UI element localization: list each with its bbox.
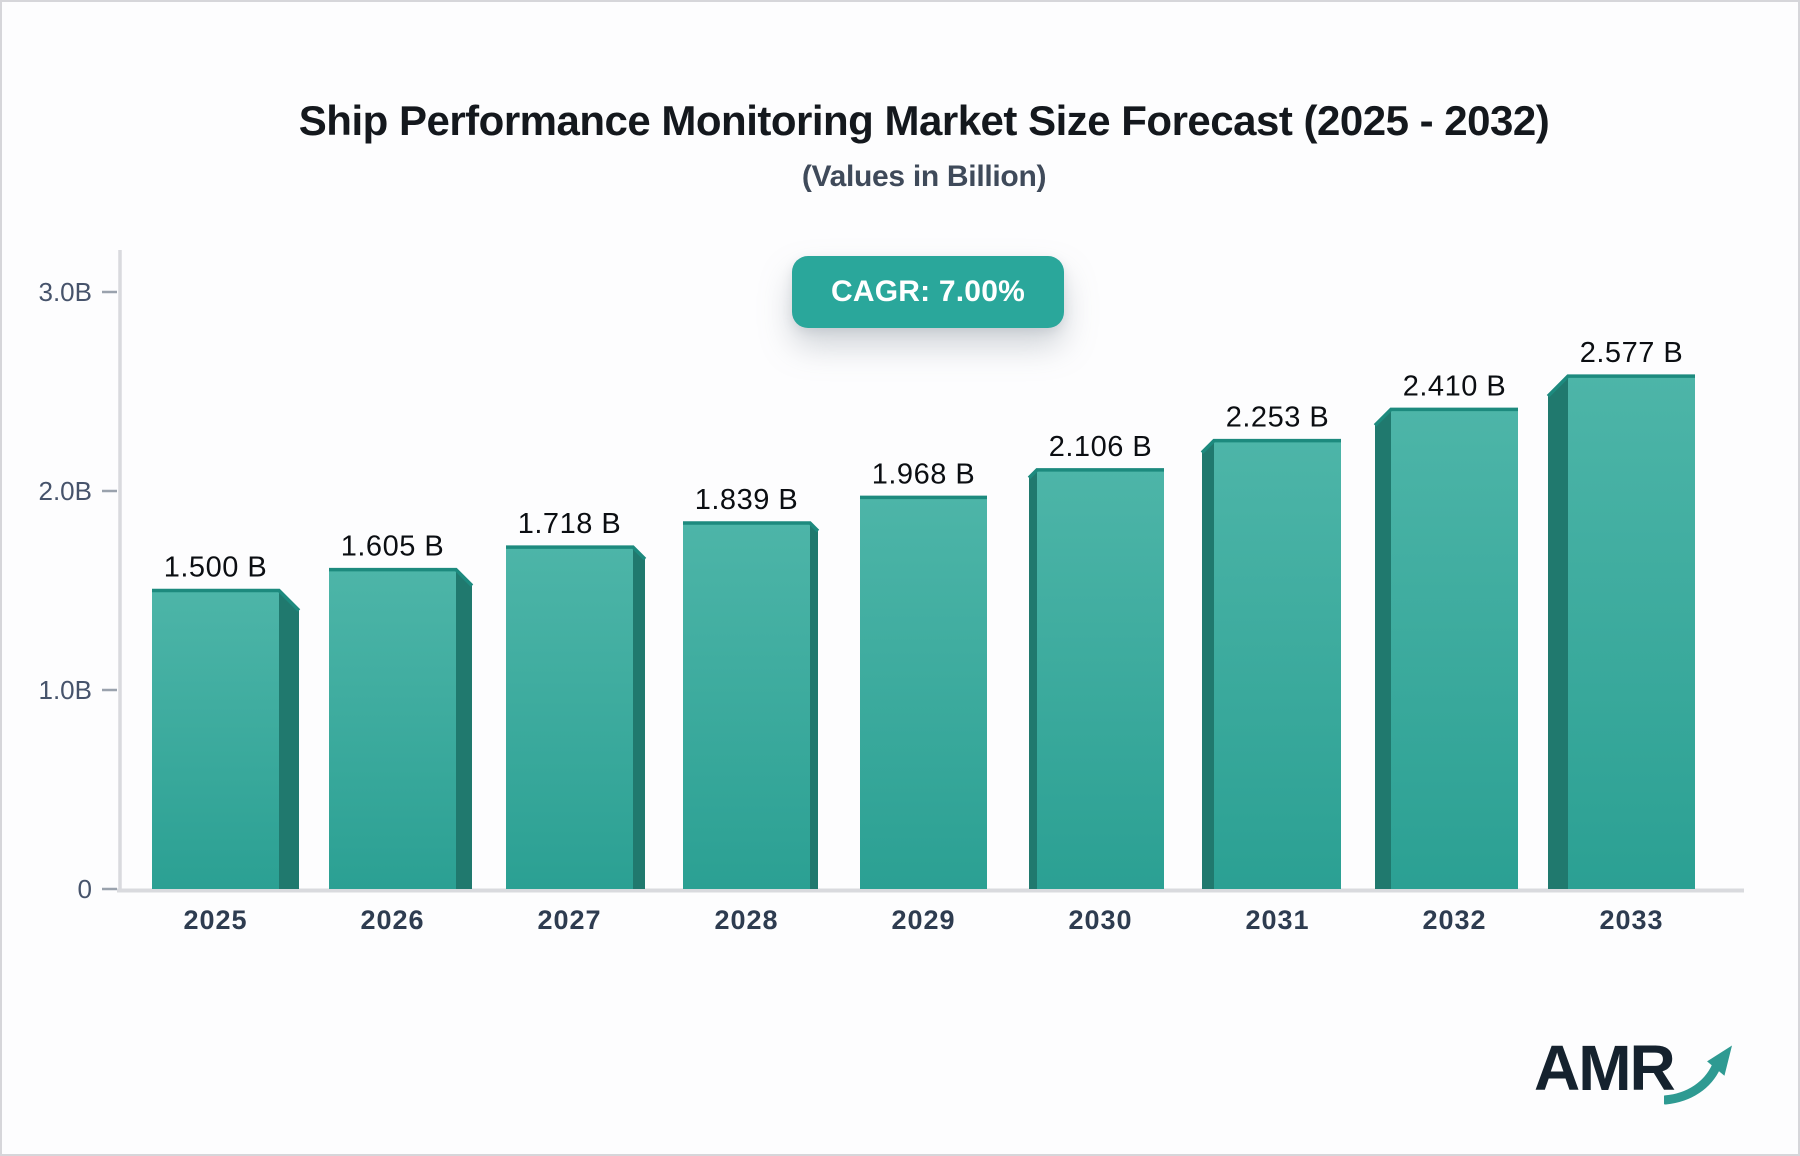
- bar-value-label: 1.968 B: [872, 458, 975, 490]
- bar-value-label: 2.106 B: [1049, 431, 1152, 463]
- bar-top-edge: [329, 567, 474, 587]
- bar-top-edge: [1027, 468, 1164, 480]
- chart-title: Ship Performance Monitoring Market Size …: [298, 97, 1550, 144]
- bar-value-label: 1.718 B: [518, 508, 621, 540]
- amr-logo: AMR: [1534, 1036, 1732, 1116]
- bar-front-face: [1391, 409, 1518, 889]
- bar-side-face: [1029, 469, 1037, 889]
- bar-front-face: [683, 523, 810, 889]
- bar-top-edge: [683, 521, 820, 533]
- arrow-head: [1706, 1045, 1732, 1076]
- chart-header: Ship Performance Monitoring Market Size …: [2, 2, 1798, 194]
- x-axis-label: 2029: [891, 905, 955, 935]
- bar-2027: 1.718 B 2027: [506, 508, 647, 935]
- bar-top-edge: [152, 588, 301, 612]
- bar-value-label: 1.500 B: [164, 552, 267, 584]
- y-tick-label: 1.0B: [39, 675, 93, 705]
- bar-side-face: [1202, 440, 1214, 889]
- bar-value-label: 2.410 B: [1403, 370, 1506, 402]
- bar-side-face: [1375, 409, 1391, 889]
- bar-front-face: [1214, 440, 1341, 889]
- bar-value-label: 1.605 B: [341, 531, 444, 563]
- bar-side-face: [1548, 376, 1568, 889]
- bar-top-edge: [1200, 438, 1341, 454]
- y-tick-label: 2.0B: [39, 476, 93, 506]
- bar-2029: 1.968 B 2029: [860, 458, 987, 935]
- bar-value-label: 2.577 B: [1580, 337, 1683, 369]
- y-tick-label: 3.0B: [39, 277, 93, 307]
- bar-value-label: 2.253 B: [1226, 402, 1329, 434]
- x-axis-label: 2028: [714, 905, 778, 935]
- x-axis-label: 2030: [1068, 905, 1132, 935]
- bar-side-face: [633, 547, 645, 889]
- x-axis-label: 2033: [1599, 905, 1663, 935]
- bar-front-face: [860, 497, 987, 889]
- trend-up-arrow-icon: [1663, 1045, 1732, 1105]
- bar-2033: 2.577 B 2033: [1546, 337, 1695, 935]
- bar-front-face: [506, 547, 633, 889]
- bar-front-face: [1568, 376, 1695, 889]
- amr-logo-text: AMR: [1534, 1032, 1676, 1104]
- bar-side-face: [279, 590, 299, 889]
- bar-2030: 2.106 B 2030: [1027, 431, 1164, 935]
- bar-top-edge: [506, 545, 647, 561]
- bar-front-face: [152, 590, 279, 889]
- bar-top-edge: [1546, 374, 1695, 398]
- bar-side-face: [810, 523, 818, 889]
- bar-2025: 1.500 B 2025: [152, 552, 301, 935]
- bar-value-label: 1.839 B: [695, 484, 798, 516]
- bar-top-edge: [1373, 407, 1518, 427]
- x-axis-label: 2031: [1245, 905, 1309, 935]
- arrow-tail: [1663, 1062, 1721, 1105]
- bar-2032: 2.410 B 2032: [1373, 370, 1518, 935]
- bar-2028: 1.839 B 2028: [683, 484, 820, 935]
- x-axis-label: 2026: [360, 905, 424, 935]
- bar-front-face: [329, 569, 456, 889]
- x-axis-label: 2025: [183, 905, 247, 935]
- x-axis-label: 2032: [1422, 905, 1486, 935]
- chart-subtitle: (Values in Billion): [801, 160, 1047, 194]
- y-tick-label: 0: [78, 874, 92, 904]
- bar-front-face: [1037, 469, 1164, 889]
- x-axis-label: 2027: [537, 905, 601, 935]
- bar-2026: 1.605 B 2026: [329, 531, 474, 935]
- bar-2031: 2.253 B 2031: [1200, 402, 1341, 935]
- cagr-badge: CAGR: 7.00%: [792, 256, 1064, 328]
- bar-side-face: [456, 569, 472, 889]
